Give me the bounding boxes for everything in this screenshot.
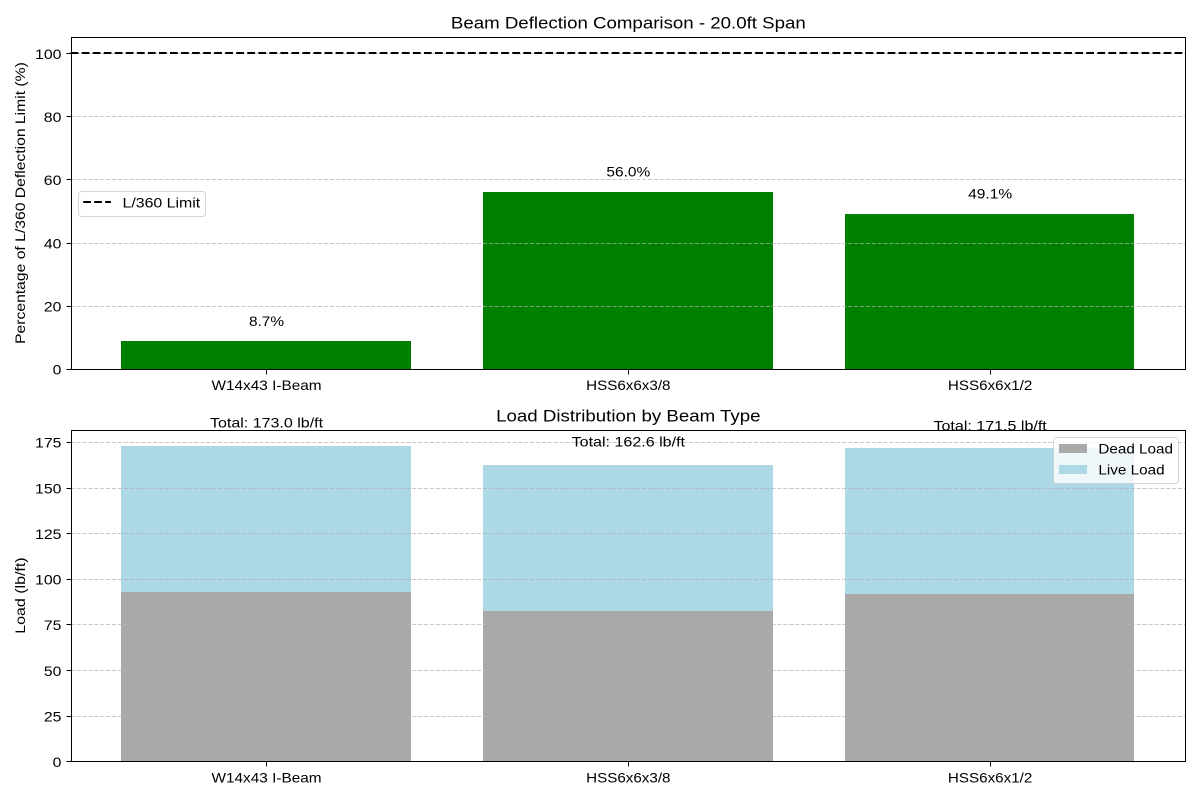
- svg-text:50: 50: [44, 663, 62, 679]
- svg-text:HSS6x6x1/2: HSS6x6x1/2: [948, 769, 1033, 785]
- svg-text:Load Distribution by Beam Type: Load Distribution by Beam Type: [496, 406, 760, 425]
- svg-text:80: 80: [44, 109, 62, 125]
- svg-text:25: 25: [44, 708, 62, 724]
- svg-text:150: 150: [35, 480, 62, 496]
- svg-text:L/360 Limit: L/360 Limit: [123, 194, 201, 210]
- svg-text:W14x43 I-Beam: W14x43 I-Beam: [211, 377, 321, 393]
- svg-text:W14x43 I-Beam: W14x43 I-Beam: [211, 769, 321, 785]
- svg-text:Dead Load: Dead Load: [1098, 441, 1173, 457]
- svg-text:100: 100: [35, 46, 62, 62]
- svg-text:8.7%: 8.7%: [249, 313, 284, 329]
- svg-text:Total: 171.5 lb/ft: Total: 171.5 lb/ft: [934, 417, 1047, 433]
- svg-text:Load (lb/ft): Load (lb/ft): [12, 557, 28, 633]
- svg-text:0: 0: [53, 754, 62, 770]
- svg-text:Total: 173.0 lb/ft: Total: 173.0 lb/ft: [210, 415, 323, 431]
- svg-text:Total: 162.6 lb/ft: Total: 162.6 lb/ft: [572, 434, 686, 450]
- svg-text:49.1%: 49.1%: [968, 185, 1012, 201]
- svg-text:175: 175: [35, 435, 62, 451]
- svg-text:Live Load: Live Load: [1098, 462, 1164, 478]
- svg-text:HSS6x6x3/8: HSS6x6x3/8: [586, 769, 671, 785]
- svg-text:75: 75: [44, 617, 62, 633]
- svg-text:HSS6x6x1/2: HSS6x6x1/2: [948, 377, 1033, 393]
- svg-text:Beam Deflection Comparison - 2: Beam Deflection Comparison - 20.0ft Span: [451, 14, 806, 33]
- svg-text:100: 100: [35, 572, 62, 588]
- svg-text:HSS6x6x3/8: HSS6x6x3/8: [586, 377, 671, 393]
- svg-text:0: 0: [53, 362, 62, 378]
- svg-text:Percentage of L/360 Deflection: Percentage of L/360 Deflection Limit (%): [12, 62, 28, 344]
- svg-text:20: 20: [44, 298, 62, 314]
- svg-text:60: 60: [44, 172, 62, 188]
- svg-text:40: 40: [44, 235, 62, 251]
- svg-text:56.0%: 56.0%: [606, 163, 650, 179]
- svg-text:125: 125: [35, 526, 62, 542]
